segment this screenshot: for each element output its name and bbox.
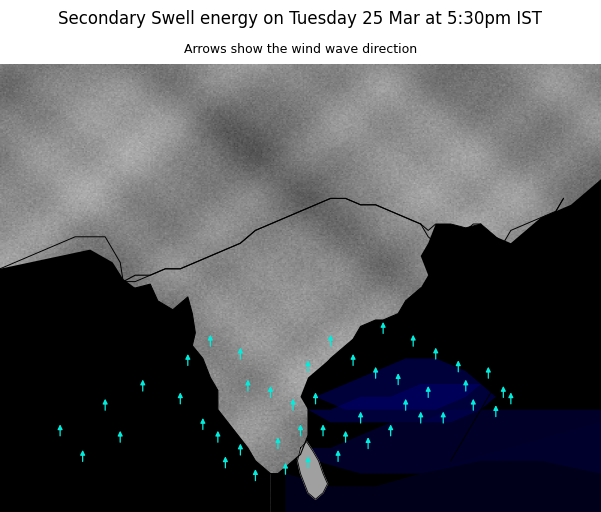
Text: Secondary Swell energy on Tuesday 25 Mar at 5:30pm IST: Secondary Swell energy on Tuesday 25 Mar…: [58, 10, 543, 28]
Polygon shape: [300, 410, 601, 474]
Polygon shape: [0, 250, 270, 512]
Polygon shape: [297, 441, 328, 499]
Polygon shape: [316, 358, 481, 410]
Polygon shape: [308, 384, 496, 422]
Text: Arrows show the wind wave direction: Arrows show the wind wave direction: [184, 44, 417, 56]
Polygon shape: [285, 422, 601, 512]
Polygon shape: [270, 179, 601, 512]
